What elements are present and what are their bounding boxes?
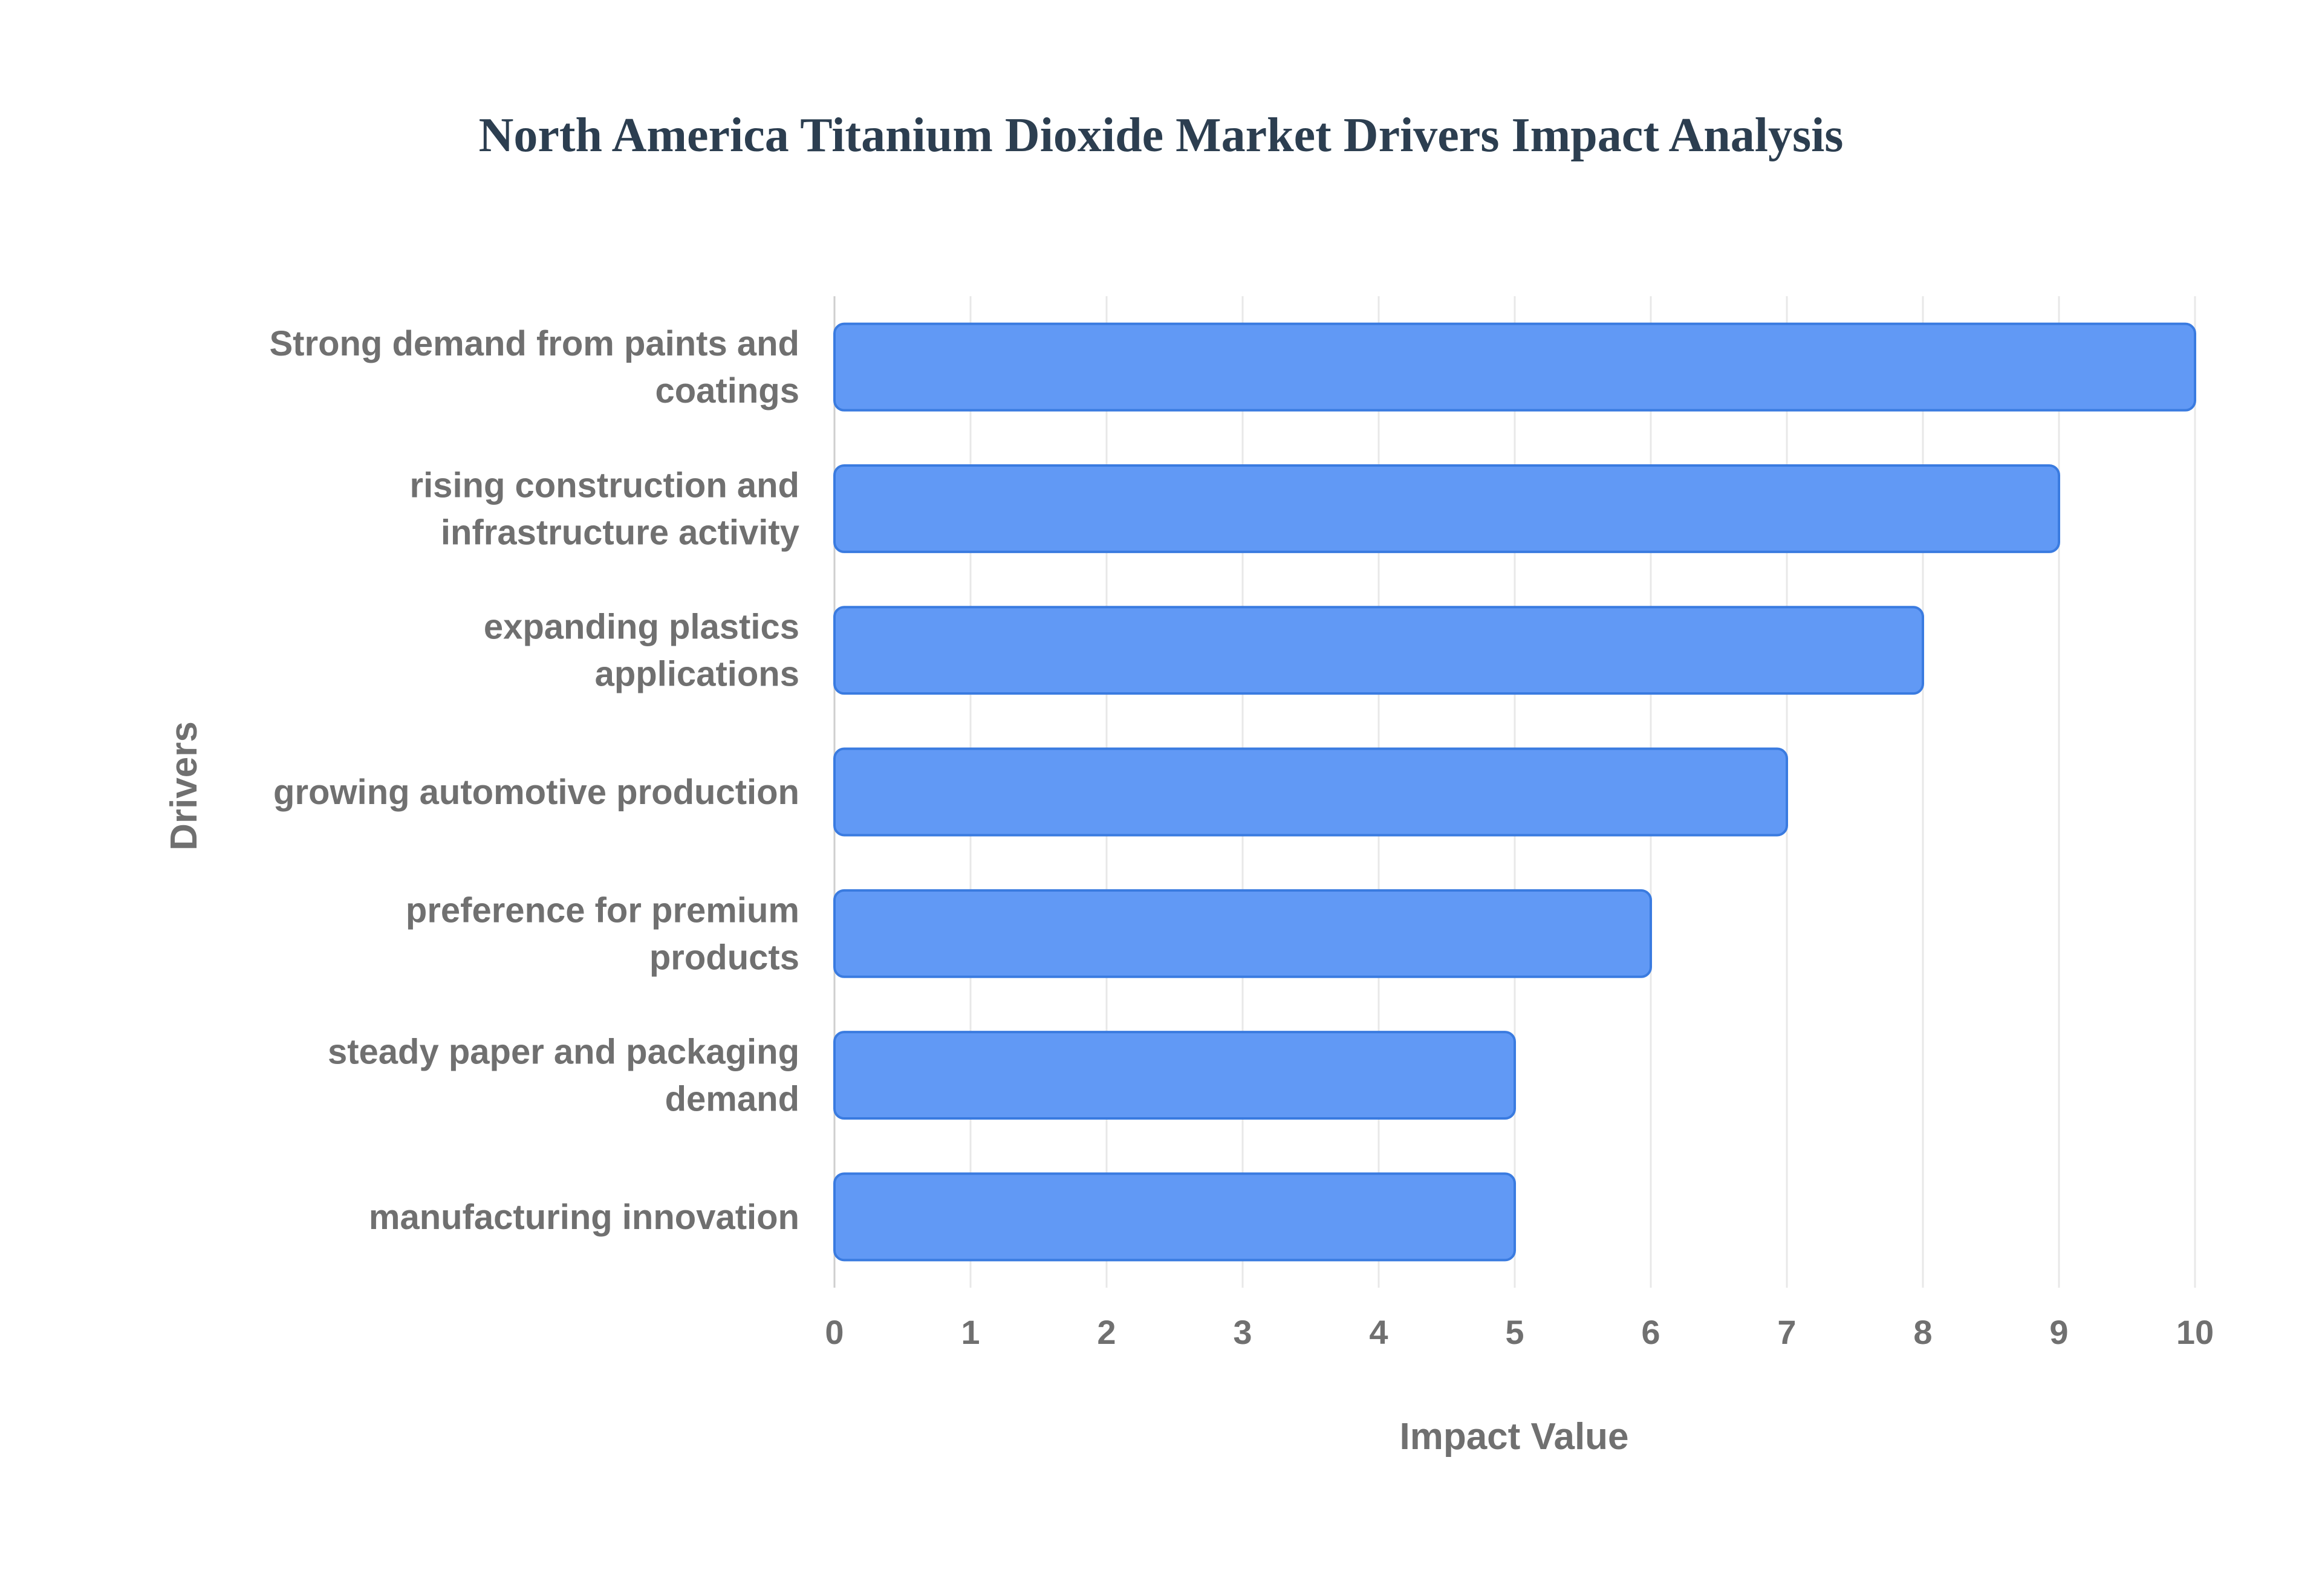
x-axis-label: Impact Value [1399,1416,1628,1458]
x-tick-label: 9 [2049,1313,2068,1351]
category-label-line: rising construction and [410,465,800,505]
category-label: rising construction and infrastructure ac… [410,465,800,552]
category-label: manufacturing innovation [369,1198,799,1237]
x-tick-label: 3 [1233,1313,1252,1351]
category-label: expanding plastics applications [484,608,799,694]
bar [833,464,2060,553]
bar [833,889,1652,978]
category-label-line: infrastructure activity [441,513,799,552]
category-label-line: growing automotive production [273,773,799,812]
x-tick-label: 4 [1369,1313,1388,1351]
category-label-line: Strong demand from paints and [270,324,800,363]
x-tick-label: 5 [1505,1313,1524,1351]
category-label: preference for premium products [406,890,799,977]
x-tick-label: 10 [2176,1313,2214,1351]
bar [833,1172,1516,1262]
x-tick-label: 0 [825,1313,844,1351]
y-axis-label: Drivers [163,721,205,851]
category-label-line: demand [665,1080,799,1119]
category-label-line: steady paper and packaging [328,1033,799,1072]
x-tick-label: 2 [1097,1313,1116,1351]
x-tick-label: 6 [1641,1313,1660,1351]
category-label: steady paper and packaging demand [328,1033,799,1119]
category-label-line: manufacturing innovation [369,1198,799,1237]
category-label-line: coatings [655,371,800,410]
category-label-line: products [649,938,799,977]
x-tick-labels: 0 1 2 3 4 5 6 7 8 9 10 [825,1313,2214,1351]
bar [833,606,1924,695]
category-label-line: preference for premium [406,890,799,930]
category-label-line: expanding plastics [484,608,799,647]
category-label-line: applications [595,655,799,694]
x-tick-label: 8 [1913,1313,1932,1351]
category-label: growing automotive production [273,773,799,812]
x-tick-label: 1 [961,1313,980,1351]
x-tick-label: 7 [1777,1313,1796,1351]
chart-title: North America Titanium Dioxide Market Dr… [479,109,1844,162]
category-labels: Strong demand from paints and coatings ris… [270,324,800,1237]
category-label: Strong demand from paints and coatings [270,324,800,410]
bar [833,1031,1516,1120]
bars [833,322,2196,1262]
bar [833,322,2196,412]
bar [833,747,1788,837]
